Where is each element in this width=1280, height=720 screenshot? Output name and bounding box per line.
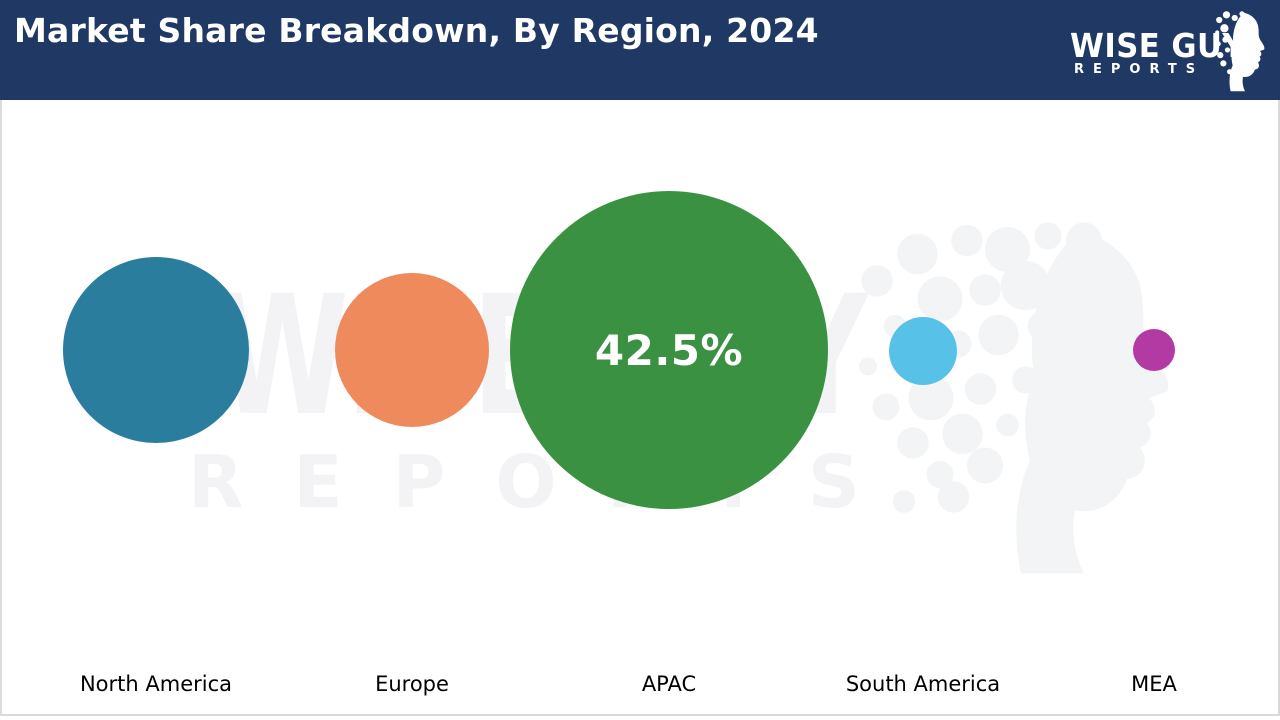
brand-logo: WISE GUY REPORTS [1030, 6, 1270, 96]
category-label-south-america: South America [845, 672, 1001, 696]
page-title: Market Share Breakdown, By Region, 2024 [14, 11, 819, 50]
bubble-south-america [889, 317, 957, 385]
category-label-mea: MEA [1131, 672, 1177, 696]
apac-value-label: 42.5% [594, 325, 744, 375]
bubble-mea [1133, 329, 1175, 371]
category-label-europe: Europe [375, 672, 449, 696]
header-bar: Market Share Breakdown, By Region, 2024 … [0, 0, 1280, 100]
bubble-north-america [63, 257, 249, 443]
brand-logo-subtitle: REPORTS [1074, 62, 1205, 77]
bubble-chart: WISE GUY REPORTS 42.5% North America Eur… [0, 100, 1280, 716]
bubble-europe [335, 273, 489, 427]
bubble-apac: 42.5% [510, 191, 828, 509]
head-profile-watermark-icon [850, 218, 1210, 582]
head-profile-icon [1212, 8, 1274, 98]
category-label-north-america: North America [79, 672, 233, 696]
category-label-apac: APAC [641, 672, 697, 696]
